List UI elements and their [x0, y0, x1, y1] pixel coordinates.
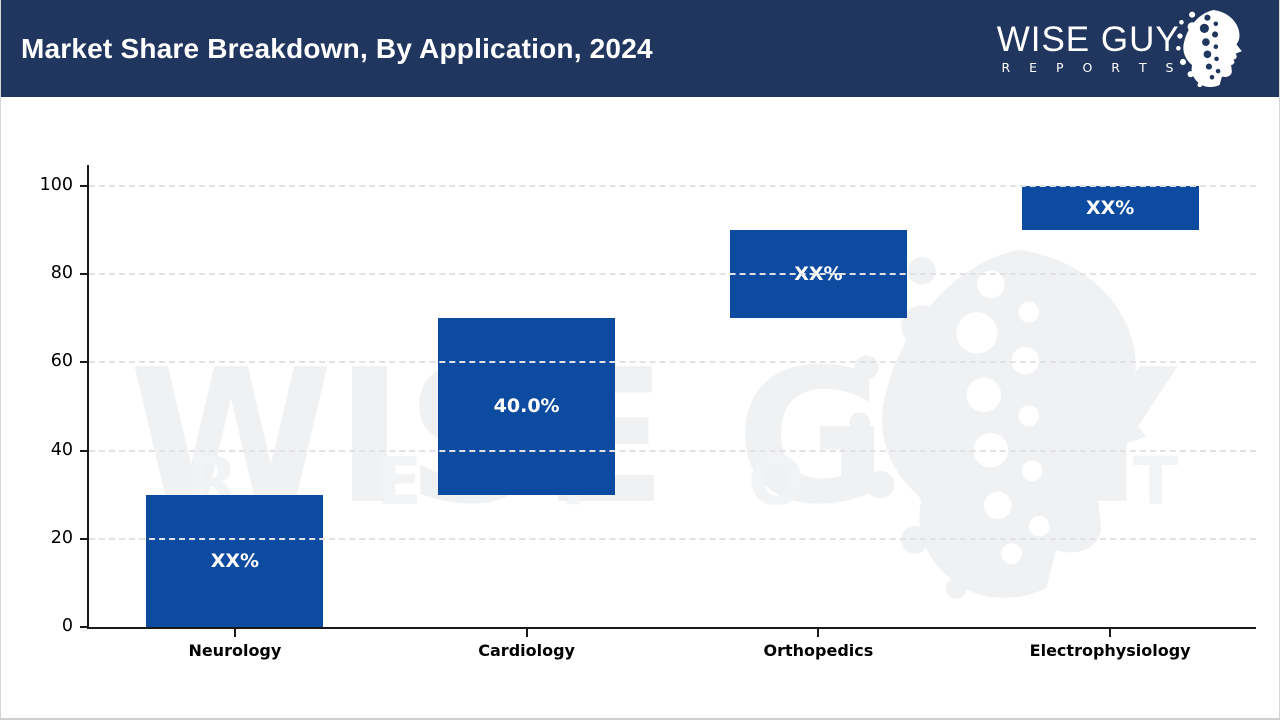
y-tick-label: 0 [61, 616, 73, 636]
brand-subname: R E P O R T S [1001, 60, 1181, 76]
category-label-electrophysiology: Electrophysiology [1029, 641, 1191, 660]
category-label-neurology: Neurology [188, 641, 282, 660]
x-tick [1109, 629, 1112, 637]
y-tick [80, 361, 89, 364]
x-tick [525, 629, 528, 637]
bar-value-label: 40.0% [493, 395, 560, 418]
category-label-orthopedics: Orthopedics [763, 641, 874, 660]
gridline-60 [89, 361, 1256, 364]
category-label-cardiology: Cardiology [478, 641, 575, 660]
y-tick-label: 40 [50, 439, 73, 460]
bar-value-label: XX% [210, 549, 260, 572]
watermark-head-profile-icon [849, 250, 1147, 599]
brand-logo-text: WISE GUY R E P O R T S [995, 22, 1181, 75]
brand-name: WISE GUY [996, 20, 1180, 60]
y-tick-label: 100 [39, 175, 73, 195]
y-tick [80, 537, 89, 540]
gridline-40 [89, 449, 1256, 452]
x-tick [817, 629, 820, 637]
y-tick-label: 80 [50, 263, 73, 284]
bar-neurology: XX% [146, 494, 324, 627]
bar-cardiology: 40.0% [438, 318, 616, 495]
page-title: Market Share Breakdown, By Application, … [21, 32, 653, 64]
header: Market Share Breakdown, By Application, … [1, 0, 1279, 97]
gridline-100 [89, 185, 1256, 187]
y-tick [80, 273, 89, 276]
head-profile-icon [1176, 9, 1242, 87]
y-tick-label: 60 [50, 351, 73, 372]
bar-value-label: XX% [1085, 197, 1135, 220]
y-tick [80, 185, 89, 187]
x-tick [233, 629, 236, 637]
y-tick [80, 626, 89, 628]
brand-logo: WISE GUY R E P O R T S [995, 7, 1255, 91]
gridline-80 [89, 273, 1256, 276]
y-tick-label: 20 [50, 527, 73, 548]
gridline-20 [89, 537, 1256, 540]
y-axis [87, 165, 89, 629]
bar-electrophysiology: XX% [1021, 186, 1199, 231]
chart-area: WISE GUY R E P O R T S XX%40.0%XX%XX%020… [1, 97, 1279, 717]
y-tick [80, 449, 89, 452]
x-axis [87, 627, 1256, 629]
